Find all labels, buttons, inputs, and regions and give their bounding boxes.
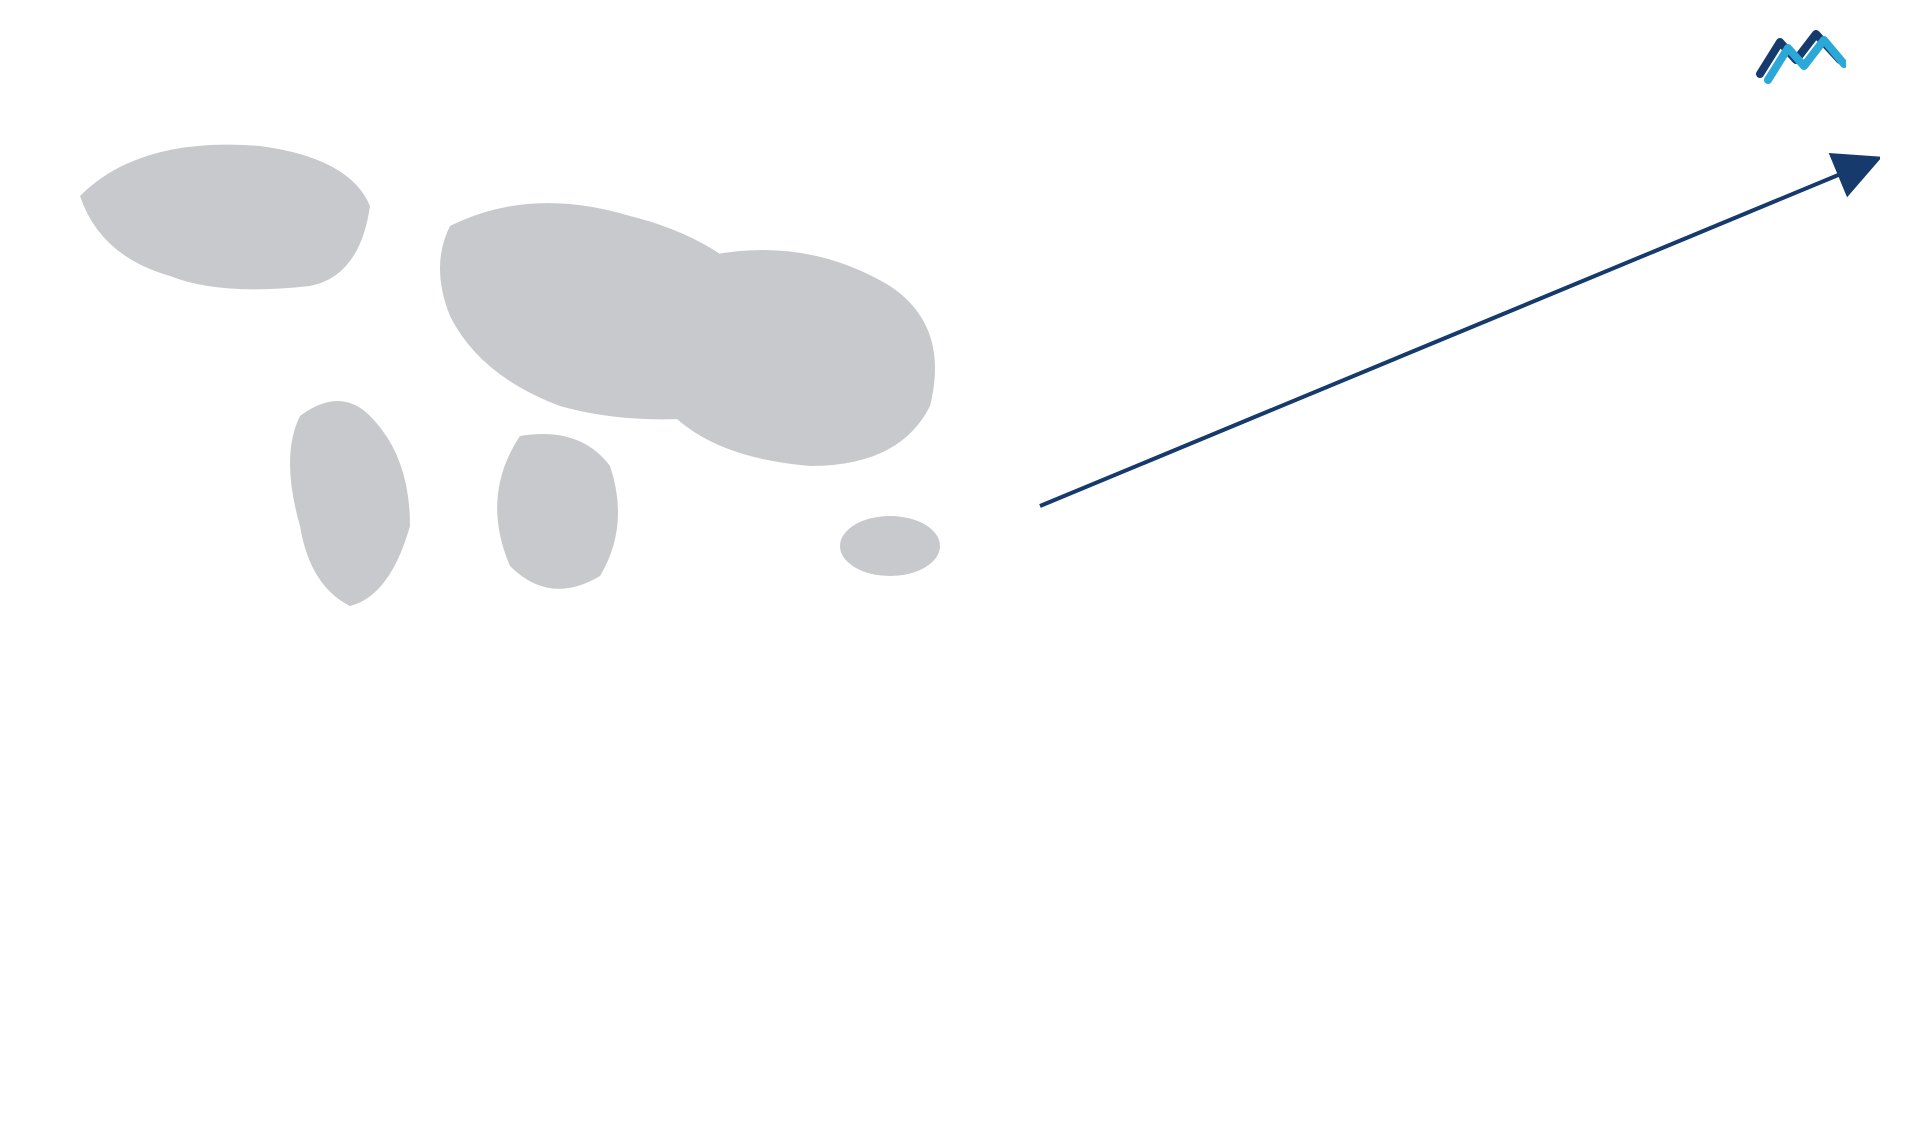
world-map	[50, 116, 970, 636]
brand-logo	[1756, 20, 1880, 86]
world-map-panel	[40, 116, 980, 636]
brand-logo-mark	[1756, 20, 1846, 86]
regional-donut	[1280, 694, 1610, 1009]
segmentation-panel	[40, 676, 560, 1009]
players-panel	[590, 676, 1250, 1009]
regional-panel	[1280, 676, 1880, 1009]
growth-chart-panel	[1020, 116, 1880, 636]
segmentation-chart	[40, 694, 360, 1004]
